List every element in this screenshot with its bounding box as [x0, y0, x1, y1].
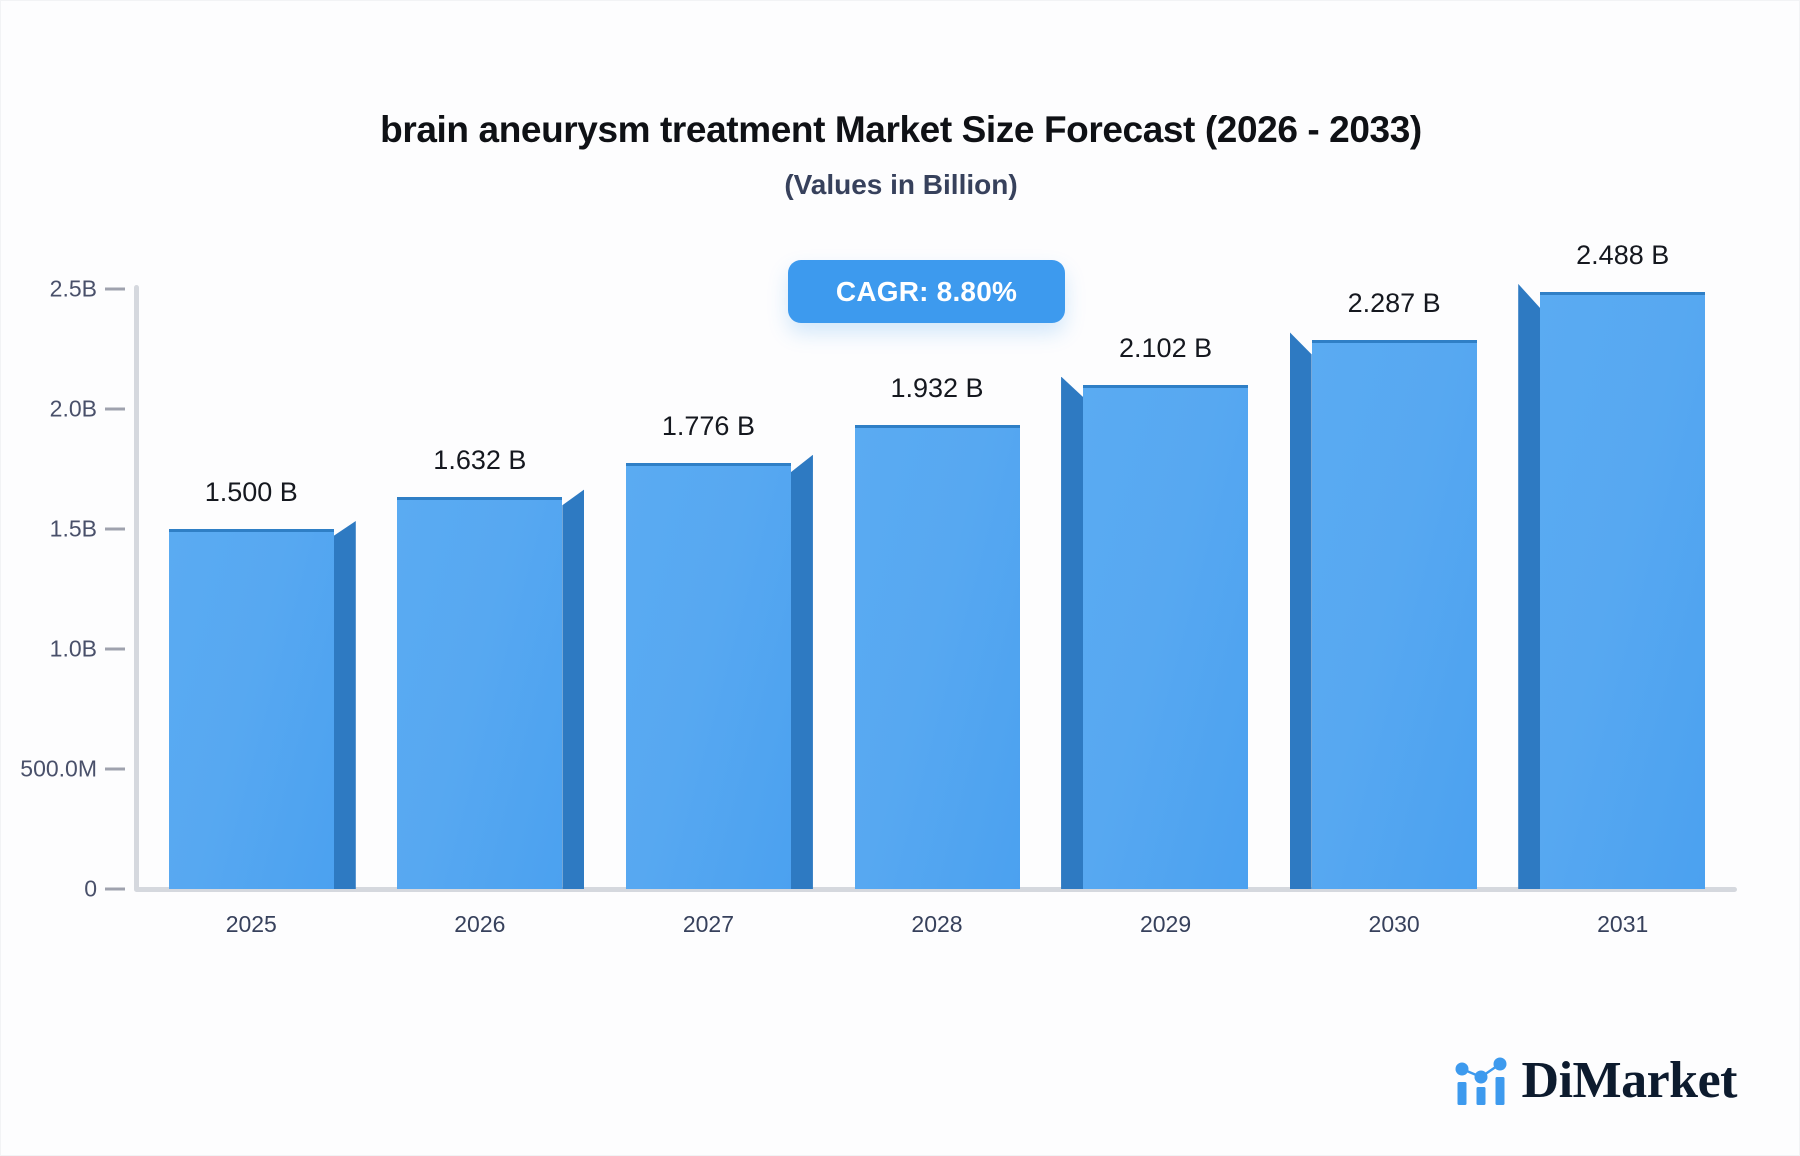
x-axis-tick-label: 2028 — [911, 911, 963, 937]
y-axis-tick-label: 2.0B — [49, 395, 97, 422]
bar-value-label: 1.776 B — [661, 410, 755, 441]
x-axis-tick-label: 2026 — [454, 911, 506, 937]
x-axis-tick-label: 2027 — [682, 911, 734, 937]
y-axis-tick-label: 0 — [84, 875, 97, 902]
logo-wordmark: DiMarket — [1521, 1052, 1738, 1109]
bar-2027[interactable] — [604, 454, 813, 889]
y-axis-tick-mark — [105, 287, 125, 291]
dimarket-logo: DiMarket — [1454, 1052, 1738, 1109]
bar-side-face — [1289, 332, 1312, 889]
bar-value-label: 1.500 B — [204, 477, 298, 507]
y-axis-tick-label: 1.5B — [49, 515, 97, 542]
y-axis-line — [134, 285, 139, 891]
bar-side-face — [562, 489, 585, 889]
bar-front-face — [854, 425, 1020, 889]
bar-value-label: 2.102 B — [1119, 332, 1213, 363]
bar-side-face — [790, 454, 813, 889]
page-title: brain aneurysm treatment Market Size For… — [380, 109, 1422, 150]
x-axis-tick-label: 2030 — [1368, 911, 1420, 937]
y-axis-tick-mark — [105, 407, 125, 411]
y-axis-tick-mark — [105, 647, 125, 651]
cagr-badge: CAGR: 8.80% — [788, 260, 1065, 323]
page-subtitle: (Values in Billion) — [784, 169, 1018, 200]
bar-front-face — [397, 497, 563, 889]
bar-front-face — [1311, 340, 1477, 889]
y-axis-tick-mark — [105, 887, 125, 891]
x-axis-tick-label: 2025 — [225, 911, 277, 937]
y-axis-tick-label: 500.0M — [20, 755, 97, 782]
x-axis-tick-label: 2031 — [1597, 911, 1649, 937]
bar-value-label: 1.632 B — [433, 445, 527, 476]
x-axis-tick-label: 2029 — [1139, 911, 1192, 937]
bar-2026[interactable] — [375, 489, 585, 889]
bar-2031[interactable] — [1518, 283, 1727, 889]
bar-2028[interactable] — [833, 417, 1042, 889]
cagr-badge-label: CAGR: 8.80% — [835, 275, 1018, 307]
bar-chart-logo-icon — [1455, 1057, 1507, 1105]
bar-side-face — [333, 521, 356, 889]
x-axis-line — [134, 887, 1737, 892]
y-axis-tick-label: 2.5B — [49, 275, 97, 302]
bar-side-face — [1518, 283, 1541, 889]
bar-front-face — [168, 529, 334, 889]
bar-front-face — [1083, 384, 1249, 889]
bar-2029[interactable] — [1061, 376, 1270, 889]
bar-value-label: 2.287 B — [1347, 288, 1441, 319]
bar-front-face — [625, 462, 791, 889]
bar-front-face — [1540, 291, 1706, 889]
bar-value-label: 1.932 B — [890, 373, 984, 404]
bar-value-label: 2.488 B — [1576, 239, 1670, 270]
bar-side-face — [1061, 376, 1084, 889]
bar-2030[interactable] — [1289, 332, 1499, 889]
y-axis-tick-label: 1.0B — [49, 635, 97, 662]
bar-2025[interactable] — [147, 521, 356, 889]
y-axis-tick-mark — [105, 527, 125, 531]
y-axis-tick-mark — [105, 767, 125, 771]
